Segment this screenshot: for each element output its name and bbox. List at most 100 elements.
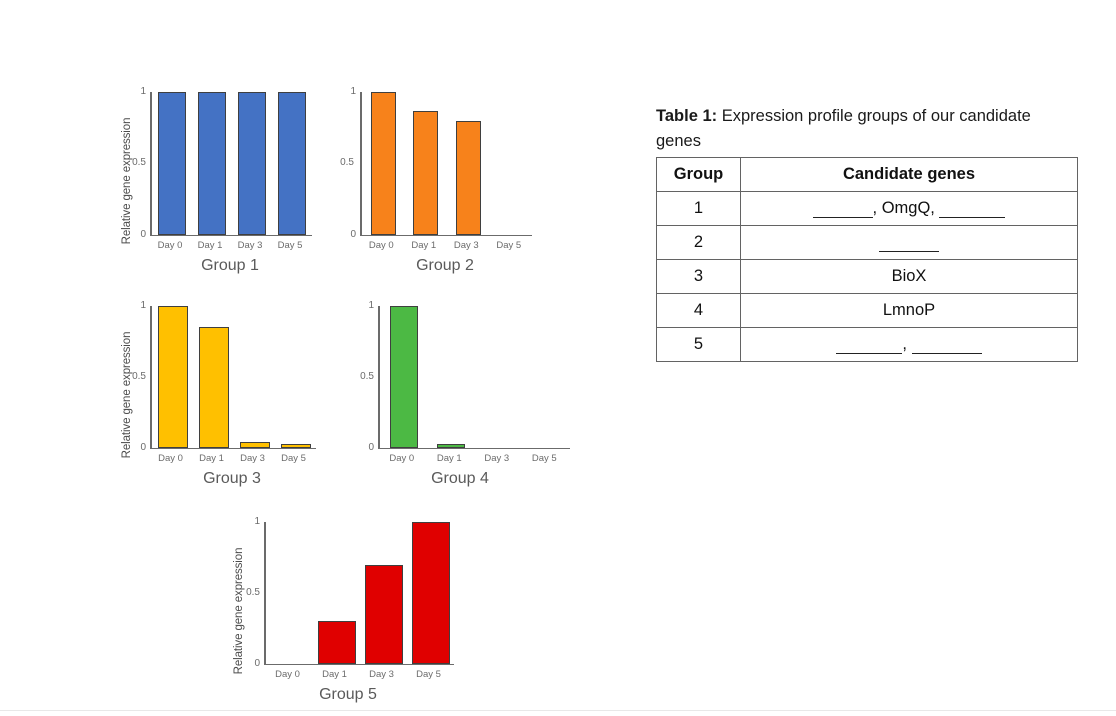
x-label-day-0: Day 0 <box>275 669 300 680</box>
chart-group-4: 1 0.5 0 <box>340 290 570 490</box>
cell-candidate-genes: LmnoP <box>740 293 1078 328</box>
table-header-row: Group Candidate genes <box>656 157 1078 192</box>
x-label-day-5: Day 5 <box>277 240 303 251</box>
x-label-day-0: Day 0 <box>389 453 415 464</box>
bars-group-1 <box>152 92 312 235</box>
bar-group-1-day-3 <box>238 92 266 235</box>
bar-group-1-day-1 <box>198 92 226 235</box>
bar-slot-day-0 <box>362 92 405 235</box>
blank-line-icon <box>812 203 873 218</box>
chart-title-group-2: Group 2 <box>416 257 474 274</box>
y-tick-group-3-0: 0 <box>140 442 146 453</box>
x-label-day-0: Day 0 <box>157 240 183 251</box>
cell-group-number: 5 <box>656 327 741 362</box>
plot-area-group-3 <box>150 306 316 449</box>
bar-slot-day-5 <box>523 306 571 448</box>
blank-line-icon <box>939 203 1006 218</box>
x-label-day-5: Day 5 <box>416 669 441 680</box>
chart-title-group-5: Group 5 <box>319 686 377 703</box>
x-label-day-3: Day 3 <box>369 669 394 680</box>
bar-slot-day-3 <box>475 306 523 448</box>
x-label-day-1: Day 1 <box>411 240 437 251</box>
bar-slot-day-1 <box>192 92 232 235</box>
bar-slot-day-3 <box>232 92 272 235</box>
bar-slot-day-0 <box>152 306 193 448</box>
bar-slot-day-1 <box>405 92 448 235</box>
cell-candidate-genes: , <box>740 327 1078 362</box>
gene-text: , <box>902 335 912 353</box>
y-tick-group-4-05: 0.5 <box>360 371 374 382</box>
blank-line-icon <box>911 339 982 354</box>
plot-area-group-5 <box>264 522 454 665</box>
bar-slot-day-5 <box>272 92 312 235</box>
bar-group-3-day-1 <box>198 327 229 448</box>
bar-group-1-day-0 <box>158 92 186 235</box>
x-label-day-0: Day 0 <box>368 240 394 251</box>
x-label-day-5: Day 5 <box>496 240 522 251</box>
table-row: 5 , <box>656 327 1078 362</box>
x-labels-group-5: Day 0 Day 1 Day 3 Day 5 <box>264 669 452 681</box>
bar-slot-day-1 <box>313 522 360 664</box>
bar-slot-day-1 <box>428 306 476 448</box>
cell-group-number: 4 <box>656 293 741 328</box>
chart-group-2: 1 0.5 0 <box>322 80 534 275</box>
figure-panel: Relative gene expression 1 0.5 0 <box>108 80 570 713</box>
bar-slot-day-1 <box>193 306 234 448</box>
x-label-day-3: Day 3 <box>453 240 479 251</box>
table-panel: Table 1: Expression profile groups of ou… <box>656 104 1080 362</box>
blank-line-icon <box>879 237 939 252</box>
x-labels-group-1: Day 0 Day 1 Day 3 Day 5 <box>150 240 310 252</box>
chart-group-5: Relative gene expression 1 0.5 0 <box>222 508 472 713</box>
x-label-day-3: Day 3 <box>237 240 263 251</box>
cell-candidate-genes: , OmgQ, <box>740 191 1078 226</box>
y-tick-group-5-0: 0 <box>254 658 260 669</box>
table-row: 2 <box>656 225 1078 260</box>
gene-table: Group Candidate genes 1 , OmgQ, 2 3 BioX… <box>656 157 1078 362</box>
bar-group-5-day-3 <box>364 564 403 664</box>
bar-group-2-day-1 <box>413 110 439 235</box>
gene-text: , OmgQ, <box>872 199 940 217</box>
bottom-divider <box>0 710 1116 711</box>
bar-group-1-day-5 <box>278 92 306 235</box>
cell-group-number: 2 <box>656 225 741 260</box>
y-tick-group-4-0: 0 <box>368 442 374 453</box>
bar-group-2-day-0 <box>370 92 396 235</box>
plot-area-group-1 <box>150 92 312 236</box>
x-label-day-3: Day 3 <box>240 453 265 464</box>
bar-group-5-day-5 <box>411 522 450 664</box>
y-tick-group-3-05: 0.5 <box>132 371 146 382</box>
y-tick-group-2-05: 0.5 <box>340 158 354 168</box>
x-labels-group-2: Day 0 Day 1 Day 3 Day 5 <box>360 240 530 252</box>
cell-group-number: 3 <box>656 259 741 294</box>
x-label-day-1: Day 1 <box>322 669 347 680</box>
bar-group-3-day-0 <box>157 306 188 448</box>
y-tick-group-3-1: 1 <box>140 300 146 311</box>
x-label-day-1: Day 1 <box>197 240 223 251</box>
bar-group-4-day-1 <box>437 444 466 448</box>
y-tick-group-1-0: 0 <box>140 229 146 240</box>
bar-slot-day-5 <box>407 522 454 664</box>
cell-group-number: 1 <box>656 191 741 226</box>
chart-title-group-4: Group 4 <box>431 470 489 487</box>
table-row: 1 , OmgQ, <box>656 191 1078 226</box>
x-label-day-5: Day 5 <box>281 453 306 464</box>
plot-area-group-4 <box>378 306 570 449</box>
bars-group-4 <box>380 306 570 448</box>
chart-title-group-1: Group 1 <box>201 257 259 274</box>
y-tick-group-2-0: 0 <box>350 229 356 240</box>
table-caption: Table 1: Expression profile groups of ou… <box>656 104 1051 154</box>
bar-group-4-day-0 <box>389 306 418 448</box>
y-tick-group-1-1: 1 <box>140 86 146 97</box>
y-tick-group-4-1: 1 <box>368 300 374 311</box>
bar-slot-day-3 <box>234 306 275 448</box>
chart-group-3: Relative gene expression 1 0.5 0 <box>108 290 320 490</box>
x-labels-group-4: Day 0 Day 1 Day 3 Day 5 <box>378 453 568 465</box>
x-label-day-1: Day 1 <box>436 453 462 464</box>
chart-group-1: Relative gene expression 1 0.5 0 <box>108 80 320 275</box>
y-tick-group-5-1: 1 <box>254 516 260 527</box>
column-header-candidate-genes: Candidate genes <box>740 157 1078 192</box>
bar-slot-day-0 <box>152 92 192 235</box>
x-label-day-0: Day 0 <box>158 453 183 464</box>
bar-slot-day-0 <box>266 522 313 664</box>
x-labels-group-3: Day 0 Day 1 Day 3 Day 5 <box>150 453 314 465</box>
